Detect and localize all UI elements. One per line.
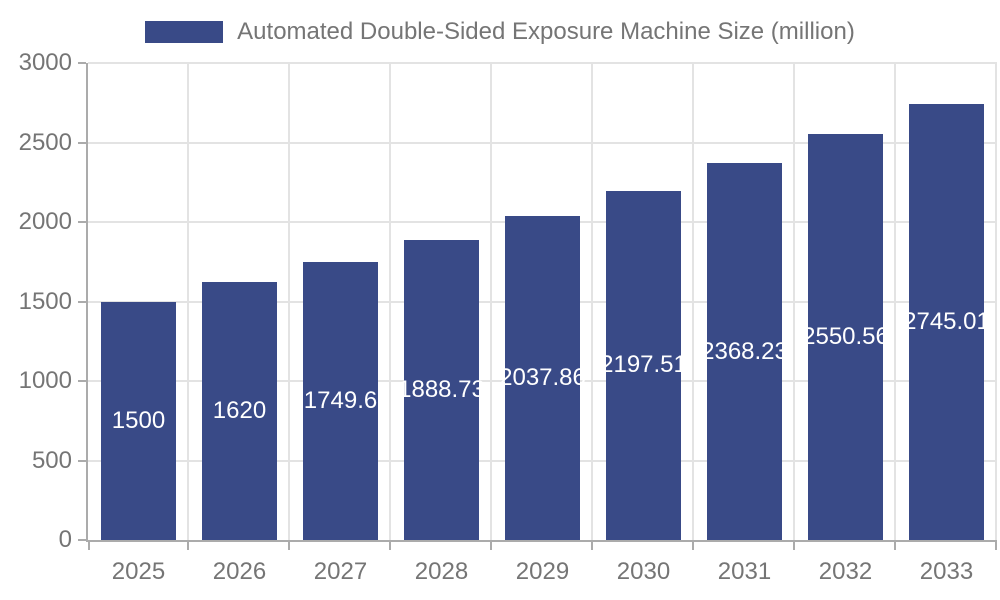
x-axis-tick — [591, 542, 593, 550]
x-tick-label-2031: 2031 — [717, 558, 772, 585]
bar-2025[interactable]: 1500 — [101, 301, 176, 540]
x-axis-tick — [187, 542, 189, 550]
bar-2032[interactable]: 2550.56 — [802, 134, 889, 540]
bar-2029[interactable]: 2037.86 — [499, 215, 586, 540]
gridline-horizontal — [88, 141, 997, 144]
bar-2031[interactable]: 2368.23 — [701, 163, 788, 540]
x-axis-tick — [692, 542, 694, 550]
x-axis-tick — [88, 542, 90, 550]
legend-label: Automated Double-Sided Exposure Machine … — [237, 18, 855, 45]
y-axis-tick — [78, 300, 86, 303]
bar-value-label-2026: 1620 — [212, 397, 267, 425]
x-axis-tick — [995, 542, 997, 550]
gridline-vertical — [187, 63, 189, 540]
gridline-vertical — [692, 63, 694, 540]
bar-2033[interactable]: 2745.01 — [903, 103, 990, 540]
x-axis-line — [86, 540, 997, 542]
bar-value-label-2029: 2037.86 — [499, 363, 586, 391]
y-tick-label: 2000 — [18, 208, 72, 235]
bar-2030[interactable]: 2197.51 — [600, 190, 687, 540]
y-tick-label: 500 — [31, 446, 72, 474]
y-axis-tick — [78, 539, 86, 541]
bar-value-label-2030: 2197.51 — [600, 351, 687, 379]
y-tick-label: 2500 — [18, 128, 72, 156]
plot-area: 0 500 1000 1500 2000 2500 3000 1500 2025 1620 2026… — [19, 49, 997, 585]
bar-2026[interactable]: 1620 — [202, 282, 277, 540]
x-tick-label-2026: 2026 — [212, 558, 267, 585]
y-axis-tick — [78, 221, 86, 223]
bar-value-label-2033: 2745.01 — [903, 307, 990, 335]
legend[interactable]: Automated Double-Sided Exposure Machine … — [0, 18, 1000, 46]
y-tick-label: 0 — [58, 526, 72, 553]
y-tick-label: 3000 — [18, 49, 72, 76]
gridline-vertical — [894, 63, 896, 540]
x-tick-label-2033: 2033 — [919, 558, 974, 585]
y-axis-tick — [78, 459, 86, 462]
gridline-vertical — [793, 63, 795, 540]
bar-value-label-2028: 1888.73 — [398, 375, 485, 403]
x-tick-label-2025: 2025 — [111, 558, 166, 585]
y-tick-label: 1500 — [18, 287, 72, 315]
bar-2027[interactable]: 1749.6 — [303, 261, 378, 540]
bar-2028[interactable]: 1888.73 — [398, 239, 485, 540]
bar-value-label-2031: 2368.23 — [701, 337, 788, 365]
x-axis-tick — [389, 542, 391, 550]
gridline-vertical — [389, 63, 391, 540]
y-tick-label: 1000 — [18, 367, 72, 394]
gridline-vertical — [490, 63, 492, 540]
gridline-vertical — [591, 63, 593, 540]
bar-value-label-2027: 1749.6 — [303, 386, 378, 414]
legend-swatch-icon — [145, 21, 224, 43]
y-axis-tick — [78, 62, 86, 64]
y-axis-line — [86, 63, 88, 542]
x-axis-tick — [793, 542, 795, 550]
x-tick-label-2028: 2028 — [414, 558, 469, 585]
x-axis-tick — [490, 542, 492, 550]
gridline-horizontal — [88, 62, 997, 64]
y-axis-tick — [78, 141, 86, 144]
gridline-vertical — [288, 63, 290, 540]
gridline-vertical — [995, 63, 997, 540]
x-axis-tick — [894, 542, 896, 550]
x-tick-label-2029: 2029 — [515, 558, 570, 585]
x-tick-label-2030: 2030 — [616, 558, 671, 585]
bar-value-label-2025: 1500 — [111, 406, 166, 434]
x-axis-tick — [288, 542, 290, 550]
x-tick-label-2027: 2027 — [313, 558, 368, 585]
x-tick-label-2032: 2032 — [818, 558, 873, 585]
bar-value-label-2032: 2550.56 — [802, 323, 889, 351]
y-axis-tick — [78, 380, 86, 382]
